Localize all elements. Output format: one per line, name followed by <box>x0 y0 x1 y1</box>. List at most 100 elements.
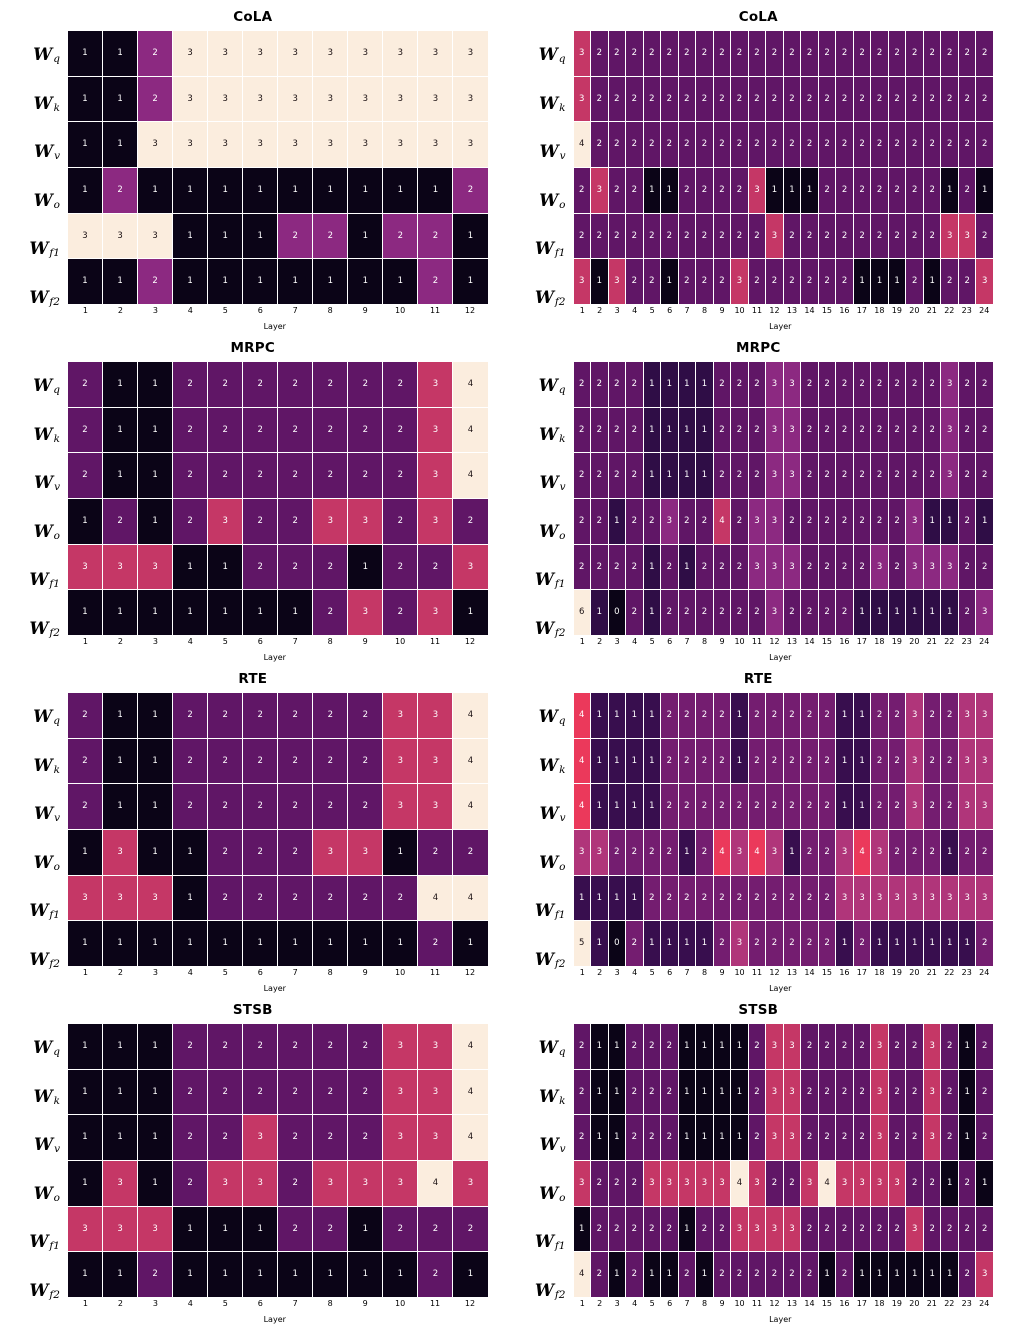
heatmap-cell: 2 <box>678 1252 696 1297</box>
heatmap-cell: 2 <box>906 213 923 259</box>
x-axis-tick: 15 <box>821 1299 833 1308</box>
heatmap-cell: 2 <box>818 590 836 635</box>
heatmap-cell: 1 <box>853 784 871 829</box>
heatmap-cell: 1 <box>173 213 208 259</box>
heatmap-cell: 4 <box>573 693 591 738</box>
heatmap-cell: 2 <box>976 76 993 122</box>
heatmap-cell: 2 <box>453 499 488 544</box>
heatmap-cell: 2 <box>208 830 243 875</box>
heatmap-cell: 3 <box>348 1161 383 1206</box>
heatmap-cell: 3 <box>748 544 766 590</box>
heatmap-cell: 3 <box>313 122 348 167</box>
heatmap-cell: 4 <box>573 784 591 829</box>
heatmap-cell: 2 <box>453 830 488 875</box>
heatmap-cell: 1 <box>976 499 993 544</box>
heatmap-cell: 2 <box>696 76 713 122</box>
heatmap-cell: 2 <box>958 1252 976 1297</box>
heatmap-cell: 2 <box>643 1115 661 1160</box>
heatmap-cell: 1 <box>313 921 348 966</box>
heatmap-cell: 1 <box>453 213 488 259</box>
heatmap-cell: 3 <box>923 1024 941 1069</box>
heatmap-cell: 1 <box>871 921 888 966</box>
heatmap-cell: 2 <box>958 259 976 304</box>
x-axis-tick: 14 <box>804 637 815 646</box>
heatmap-cell: 2 <box>958 1206 976 1252</box>
heatmap-cell: 2 <box>696 830 713 875</box>
heatmap-cell: 1 <box>138 168 173 213</box>
x-axis-tick: 23 <box>961 1299 972 1308</box>
heatmap-cell: 1 <box>208 921 243 966</box>
heatmap-cell: 2 <box>713 213 731 259</box>
x-axis-tick: 2 <box>597 637 603 646</box>
heatmap-cell: 2 <box>818 875 836 921</box>
heatmap-cell: 3 <box>783 1069 801 1115</box>
heatmap-cell: 1 <box>678 830 696 875</box>
heatmap-cell: 2 <box>643 499 661 544</box>
heatmap-cell: 2 <box>713 407 731 453</box>
x-axis-tick: 17 <box>856 306 867 315</box>
heatmap-cell: 3 <box>138 1206 173 1252</box>
x-axis-tick: 11 <box>751 306 763 315</box>
heatmap-cell: 2 <box>678 590 696 635</box>
heatmap-cell: 2 <box>818 1115 836 1160</box>
heatmap-cell: 1 <box>313 168 348 213</box>
x-axis-tick: 9 <box>362 1299 368 1308</box>
heatmap-cell: 1 <box>661 453 678 498</box>
heatmap-cell: 3 <box>418 590 453 635</box>
x-axis-tick: 5 <box>649 968 655 977</box>
heatmap-cell: 2 <box>923 122 941 167</box>
heatmap-cell: 2 <box>766 693 783 738</box>
heatmap-cell: 3 <box>976 784 993 829</box>
heatmap-cell: 3 <box>906 544 923 590</box>
heatmap-cell: 3 <box>766 362 783 407</box>
heatmap-cell: 1 <box>173 875 208 921</box>
heatmap-cell: 2 <box>766 921 783 966</box>
x-axis-tick: 3 <box>152 637 158 646</box>
heatmap-cell: 3 <box>958 213 976 259</box>
heatmap-cell: 1 <box>678 362 696 407</box>
heatmap-cell: 2 <box>836 407 853 453</box>
heatmap-cell: 2 <box>103 499 138 544</box>
heatmap-cell: 2 <box>976 921 993 966</box>
x-axis-tick: 12 <box>464 1299 476 1308</box>
heatmap-cell: 2 <box>748 213 766 259</box>
heatmap-cell: 3 <box>278 122 313 167</box>
x-axis-tick: 1 <box>82 637 89 646</box>
heatmap-cell: 2 <box>888 830 906 875</box>
heatmap-cell: 3 <box>783 1206 801 1252</box>
heatmap-cell: 2 <box>591 499 608 544</box>
heatmap-cell: 3 <box>731 259 748 304</box>
heatmap-cell: 2 <box>713 693 731 738</box>
heatmap-cell: 3 <box>383 76 418 122</box>
x-axis-tick: 8 <box>327 1299 333 1308</box>
heatmap-cell: 2 <box>888 1024 906 1069</box>
heatmap-cell: 2 <box>818 122 836 167</box>
heatmap-cell: 2 <box>418 1206 453 1252</box>
heatmap-cell: 3 <box>906 499 923 544</box>
heatmap-cell: 3 <box>731 830 748 875</box>
heatmap-cell: 2 <box>801 875 818 921</box>
heatmap-cell: 2 <box>243 784 278 829</box>
heatmap-cell: 1 <box>103 921 138 966</box>
heatmap-cell: 2 <box>696 213 713 259</box>
x-axis-tick: 21 <box>926 1299 937 1308</box>
heatmap-cell: 2 <box>748 407 766 453</box>
heatmap-cell: 3 <box>871 544 888 590</box>
heatmap-cell: 2 <box>748 362 766 407</box>
heatmap-cell: 2 <box>766 31 783 76</box>
heatmap-cell: 1 <box>818 1252 836 1297</box>
heatmap-cell: 2 <box>696 738 713 784</box>
heatmap-cell: 2 <box>818 830 836 875</box>
heatmap-cell: 1 <box>608 499 626 544</box>
heatmap-cell: 4 <box>418 1161 453 1206</box>
heatmap-cell: 2 <box>278 213 313 259</box>
heatmap-cell: 2 <box>783 875 801 921</box>
